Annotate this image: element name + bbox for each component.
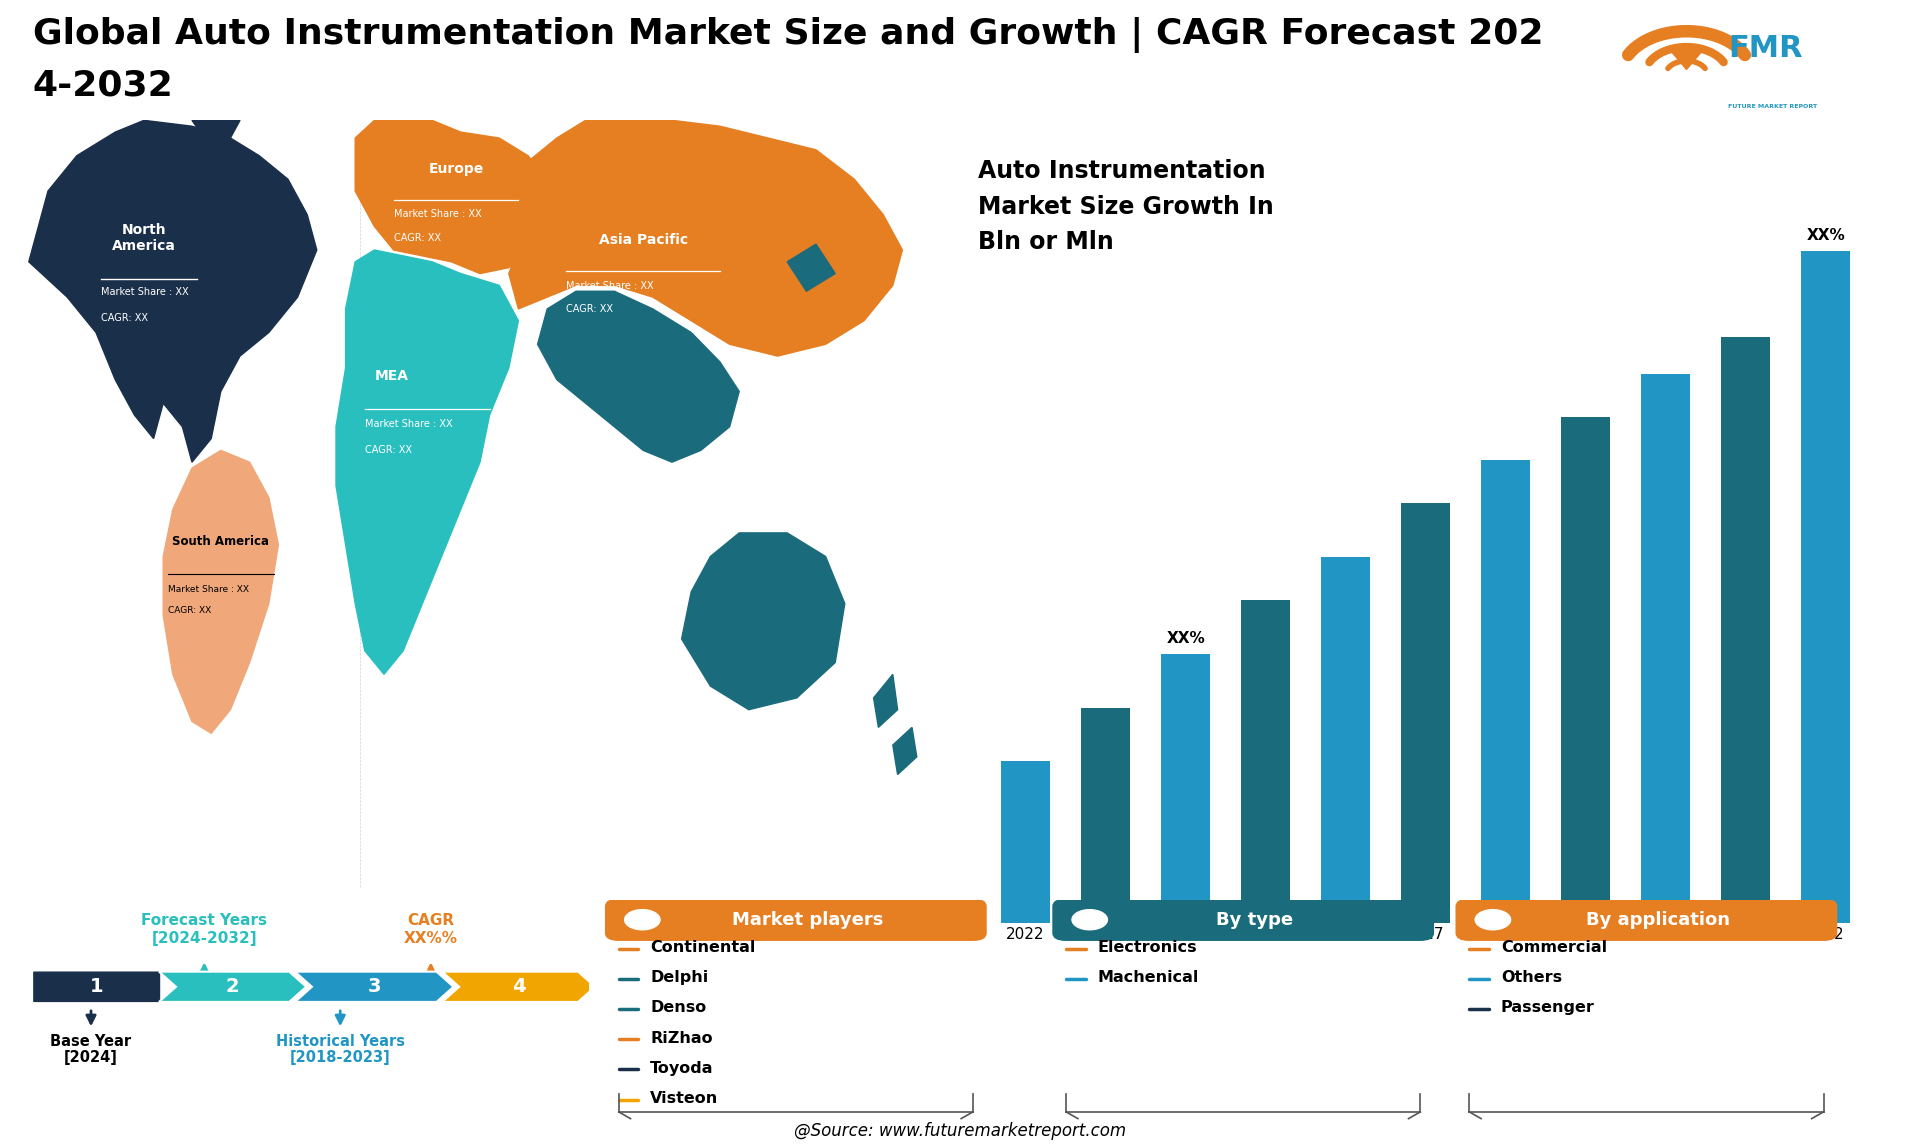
Bar (1561, 417, 1611, 923)
Text: Market Share : XX: Market Share : XX (365, 418, 453, 429)
Text: CAGR: XX: CAGR: XX (394, 233, 440, 243)
Bar (1402, 503, 1450, 923)
Text: 4-2032: 4-2032 (33, 69, 173, 103)
Polygon shape (509, 115, 902, 356)
Circle shape (1475, 910, 1511, 929)
Bar (1321, 557, 1371, 923)
Text: 1: 1 (90, 978, 104, 996)
Polygon shape (29, 120, 317, 462)
Text: Market Share : XX: Market Share : XX (169, 584, 250, 594)
FancyBboxPatch shape (1052, 898, 1434, 941)
Text: Forecast Years: Forecast Years (142, 912, 267, 927)
Text: Visteon: Visteon (651, 1091, 718, 1106)
Text: XX%: XX% (1165, 630, 1206, 645)
Polygon shape (787, 244, 835, 291)
Text: By application: By application (1586, 911, 1730, 928)
Polygon shape (538, 291, 739, 462)
Text: Market Share : XX: Market Share : XX (100, 286, 188, 297)
Polygon shape (159, 972, 305, 1002)
FancyBboxPatch shape (1455, 898, 1837, 941)
Text: RiZhao: RiZhao (651, 1030, 712, 1045)
Bar (1081, 707, 1131, 923)
Bar (1642, 375, 1690, 923)
Text: [2024-2032]: [2024-2032] (152, 931, 257, 945)
Bar (1240, 601, 1290, 923)
Polygon shape (163, 450, 278, 733)
Text: MEA: MEA (374, 369, 409, 383)
Text: CAGR: XX: CAGR: XX (100, 313, 148, 323)
Text: Historical Years: Historical Years (276, 1034, 405, 1049)
Polygon shape (336, 250, 518, 674)
Text: Auto Instrumentation
Market Size Growth In
Bln or Mln: Auto Instrumentation Market Size Growth … (977, 159, 1273, 254)
Text: Asia Pacific: Asia Pacific (599, 233, 687, 248)
Text: Commercial: Commercial (1501, 940, 1607, 955)
Text: CAGR: CAGR (407, 912, 455, 927)
Text: Electronics: Electronics (1098, 940, 1198, 955)
Text: By type: By type (1217, 911, 1294, 928)
Bar (1162, 654, 1210, 923)
Polygon shape (296, 972, 453, 1002)
Text: [2024]: [2024] (63, 1051, 117, 1066)
Text: XX%: XX% (1807, 228, 1845, 243)
Polygon shape (874, 674, 899, 728)
FancyBboxPatch shape (33, 971, 161, 1003)
Text: 3: 3 (367, 978, 380, 996)
Bar (1000, 761, 1050, 923)
Text: 2: 2 (227, 978, 240, 996)
Bar (1480, 461, 1530, 923)
Text: Delphi: Delphi (651, 971, 708, 986)
Text: CAGR: XX: CAGR: XX (566, 305, 612, 314)
FancyBboxPatch shape (605, 898, 987, 941)
Text: Europe: Europe (428, 163, 484, 176)
Text: Market players: Market players (732, 911, 883, 928)
Text: Passenger: Passenger (1501, 1000, 1596, 1015)
Polygon shape (355, 115, 557, 274)
Text: Base Year: Base Year (50, 1034, 132, 1049)
Bar (1720, 337, 1770, 923)
Text: Others: Others (1501, 971, 1561, 986)
Text: Denso: Denso (651, 1000, 707, 1015)
Circle shape (624, 910, 660, 929)
Polygon shape (192, 115, 240, 142)
Text: Market Share : XX: Market Share : XX (394, 209, 482, 219)
Text: 4: 4 (513, 978, 526, 996)
Text: Market Share : XX: Market Share : XX (566, 281, 655, 291)
Text: North
America: North America (111, 223, 177, 253)
Text: FUTURE MARKET REPORT: FUTURE MARKET REPORT (1728, 104, 1818, 109)
Text: South America: South America (173, 535, 269, 548)
Text: Global Auto Instrumentation Market Size and Growth | CAGR Forecast 202: Global Auto Instrumentation Market Size … (33, 17, 1544, 53)
Text: CAGR: XX: CAGR: XX (365, 445, 411, 455)
Text: Machenical: Machenical (1098, 971, 1198, 986)
Text: CAGR: XX: CAGR: XX (169, 606, 211, 615)
Polygon shape (442, 972, 595, 1002)
Text: @Source: www.futuremarketreport.com: @Source: www.futuremarketreport.com (795, 1122, 1125, 1140)
Polygon shape (893, 728, 918, 775)
Text: Continental: Continental (651, 940, 756, 955)
Polygon shape (682, 533, 845, 709)
Polygon shape (1668, 48, 1705, 70)
Text: XX%%: XX%% (403, 931, 457, 945)
Circle shape (1071, 910, 1108, 929)
Text: FMR: FMR (1728, 34, 1803, 63)
Text: [2018-2023]: [2018-2023] (290, 1051, 390, 1066)
Bar (1801, 251, 1851, 923)
Text: Toyoda: Toyoda (651, 1061, 714, 1076)
